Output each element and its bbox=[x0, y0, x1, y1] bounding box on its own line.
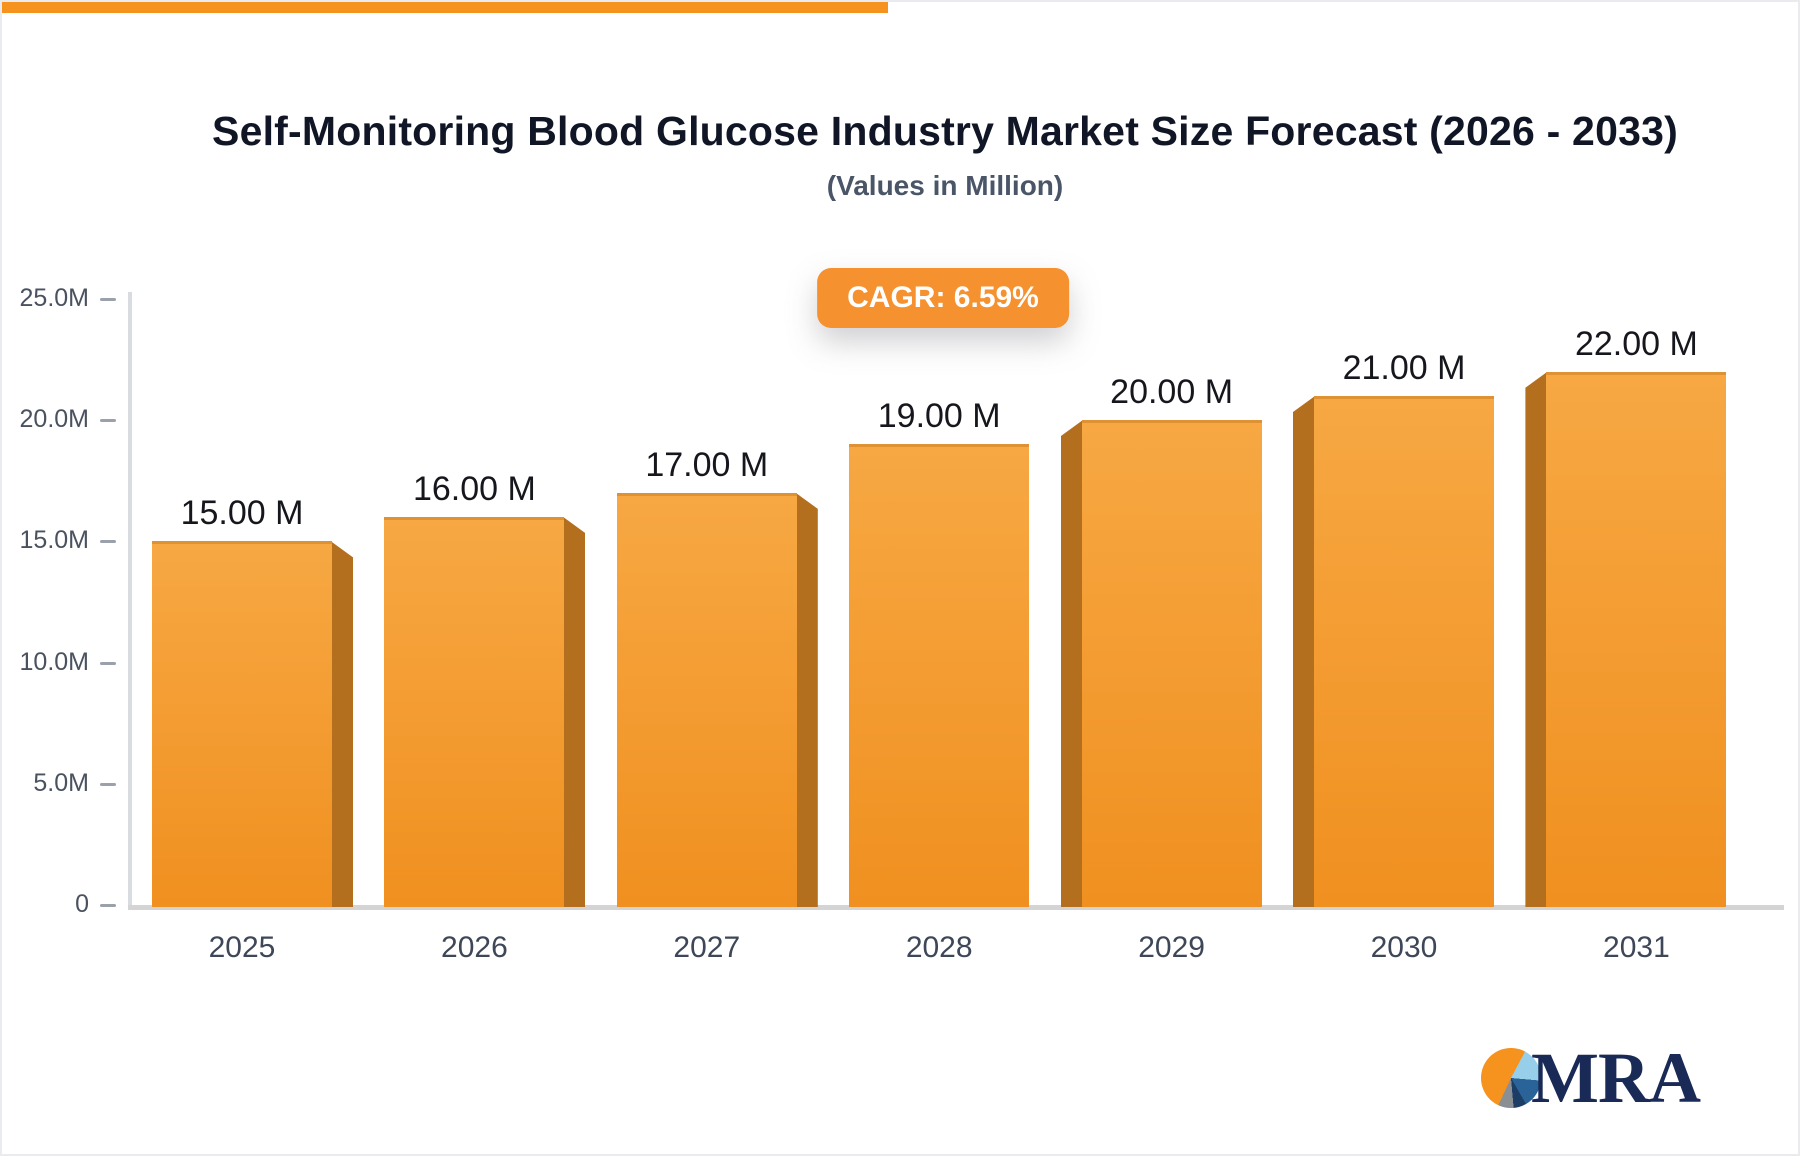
y-tick-dash bbox=[100, 419, 116, 423]
y-tick-label: 5.0M bbox=[33, 768, 89, 797]
chart-title: Self-Monitoring Blood Glucose Industry M… bbox=[212, 108, 1678, 154]
chart-subtitle: (Values in Million) bbox=[826, 170, 1064, 201]
y-tick-label: 0 bbox=[75, 890, 89, 918]
cagr-badge: CAGR: 6.59% bbox=[817, 268, 1069, 328]
y-tick-label: 10.0M bbox=[19, 647, 89, 676]
bar bbox=[384, 517, 565, 907]
bar-value-label: 15.00 M bbox=[180, 494, 304, 533]
bar-3d-side bbox=[563, 517, 586, 907]
x-axis-line bbox=[128, 905, 1784, 910]
y-tick-dash bbox=[100, 661, 116, 665]
y-tick-dash bbox=[100, 298, 116, 301]
bar bbox=[1546, 371, 1727, 907]
bar-3d-side bbox=[1293, 395, 1315, 907]
bar-value-label: 21.00 M bbox=[1342, 348, 1466, 387]
x-tick-label: 2030 bbox=[1370, 931, 1438, 964]
bar-value-label: 22.00 M bbox=[1574, 324, 1698, 363]
bar-value-label: 19.00 M bbox=[877, 397, 1001, 436]
bar bbox=[1081, 420, 1262, 907]
y-tick-label: 20.0M bbox=[19, 405, 89, 434]
bar bbox=[849, 444, 1030, 907]
x-tick-label: 2029 bbox=[1138, 931, 1205, 964]
x-tick-label: 2028 bbox=[905, 931, 973, 964]
y-tick-label: 25.0M bbox=[19, 284, 89, 312]
y-tick-dash bbox=[100, 782, 116, 786]
x-tick-label: 2031 bbox=[1603, 931, 1670, 964]
bar-3d-side bbox=[795, 492, 818, 907]
bar-3d-side bbox=[331, 541, 353, 907]
y-tick-label: 15.0M bbox=[19, 526, 89, 555]
x-tick-label: 2025 bbox=[208, 931, 276, 964]
x-tick-label: 2026 bbox=[441, 931, 508, 964]
y-tick-dash bbox=[100, 540, 116, 544]
top-accent-strip bbox=[2, 2, 888, 13]
logo-text: MRA bbox=[1531, 1038, 1701, 1118]
y-tick-dash bbox=[100, 904, 116, 907]
x-tick-label: 2027 bbox=[673, 931, 741, 964]
bar-value-label: 16.00 M bbox=[412, 470, 536, 509]
bar bbox=[152, 541, 332, 907]
bar-value-label: 20.00 M bbox=[1110, 373, 1234, 412]
bar bbox=[1314, 395, 1494, 907]
bar bbox=[616, 492, 797, 907]
pie-chart-logo-icon bbox=[1481, 1048, 1542, 1108]
bar-3d-side bbox=[1060, 420, 1083, 907]
y-axis-line bbox=[128, 292, 132, 910]
mra-logo: MRA bbox=[1481, 1038, 1701, 1118]
bar-value-label: 17.00 M bbox=[645, 445, 769, 484]
bar-3d-side bbox=[1525, 371, 1548, 907]
